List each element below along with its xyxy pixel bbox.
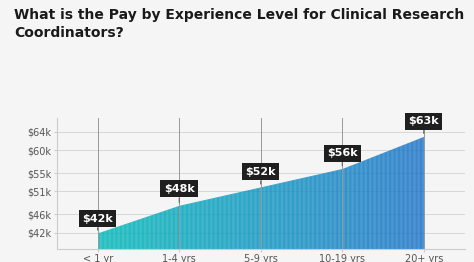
Text: $63k: $63k [409, 116, 439, 126]
Text: $52k: $52k [246, 167, 276, 177]
Text: What is the Pay by Experience Level for Clinical Research
Coordinators?: What is the Pay by Experience Level for … [14, 8, 465, 40]
Text: $48k: $48k [164, 184, 194, 194]
Text: $56k: $56k [327, 148, 357, 158]
Text: $42k: $42k [82, 214, 113, 224]
